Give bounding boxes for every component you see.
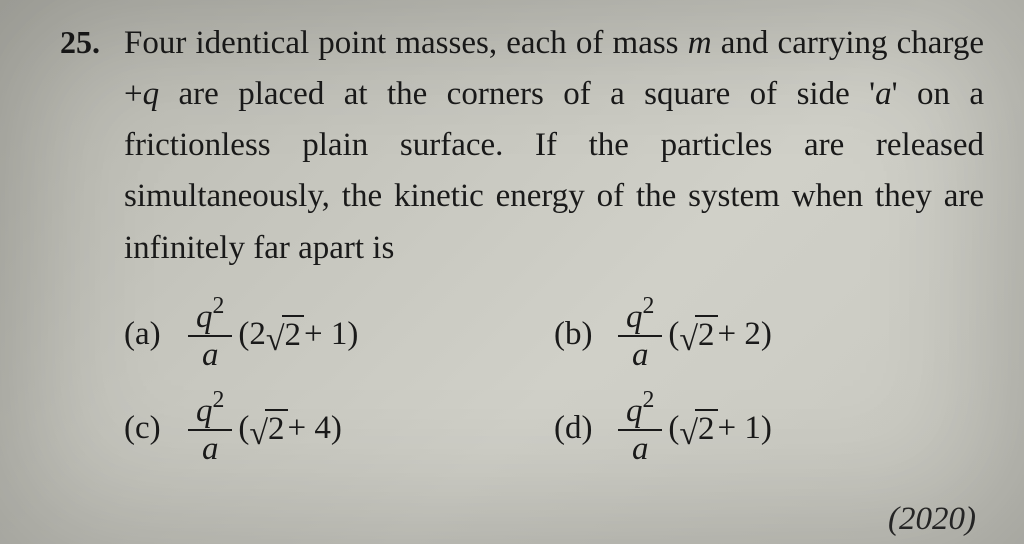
frac-num-base: q	[196, 393, 213, 429]
qtext-part3: are placed at the corners of a square of…	[159, 76, 875, 112]
radicand-d: 2	[695, 409, 718, 449]
frac-num-base: q	[626, 299, 643, 335]
question-block: 25. Four identical point masses, each of…	[60, 18, 984, 274]
frac-num-exp: 2	[213, 387, 225, 413]
open-paren: (	[238, 404, 249, 454]
option-a: (a) q2 a (2√2 + 1)	[124, 288, 554, 382]
question-text: Four identical point masses, each of mas…	[124, 18, 984, 274]
fraction-icon: q2 a	[618, 390, 662, 467]
frac-den: a	[618, 337, 662, 373]
sqrt-icon: √2	[249, 409, 287, 449]
radical-symbol: √	[679, 323, 698, 357]
qtext-part1: Four identical point masses, each of mas…	[124, 25, 688, 61]
sqrt-icon: √2	[266, 315, 304, 355]
option-a-label: (a)	[124, 310, 186, 360]
year-tag: (2020)	[888, 501, 976, 538]
fraction-icon: q2 a	[188, 390, 232, 467]
fraction-icon: q2 a	[188, 296, 232, 373]
open-paren: (	[668, 404, 679, 454]
option-b-label: (b)	[554, 310, 616, 360]
tail-c: + 4)	[288, 404, 342, 454]
open-paren: (	[668, 310, 679, 360]
frac-den: a	[618, 431, 662, 467]
frac-num-exp: 2	[643, 387, 655, 413]
open-paren: (	[238, 310, 249, 360]
radicand-b: 2	[695, 315, 718, 355]
tail-b: + 2)	[718, 310, 772, 360]
frac-den: a	[188, 337, 232, 373]
fraction-icon: q2 a	[618, 296, 662, 373]
frac-den: a	[188, 431, 232, 467]
radicand-c: 2	[265, 409, 288, 449]
sqrt-icon: √2	[679, 315, 717, 355]
option-d: (d) q2 a (√2 + 1)	[554, 382, 984, 476]
radical-symbol: √	[679, 417, 698, 451]
frac-num-base: q	[626, 393, 643, 429]
question-number: 25.	[60, 18, 124, 66]
var-a: a	[875, 76, 892, 112]
option-c: (c) q2 a (√2 + 4)	[124, 382, 554, 476]
var-m: m	[688, 25, 712, 61]
option-d-label: (d)	[554, 404, 616, 454]
radical-symbol: √	[266, 323, 285, 357]
radical-symbol: √	[249, 417, 268, 451]
frac-num-base: q	[196, 299, 213, 335]
page-container: 25. Four identical point masses, each of…	[0, 0, 1024, 486]
tail-a: + 1)	[304, 310, 358, 360]
option-c-label: (c)	[124, 404, 186, 454]
sqrt-icon: √2	[679, 409, 717, 449]
radicand-a: 2	[282, 315, 305, 355]
frac-num-exp: 2	[643, 293, 655, 319]
coef-a: 2	[249, 310, 266, 360]
option-b: (b) q2 a (√2 + 2)	[554, 288, 984, 382]
options-grid: (a) q2 a (2√2 + 1) (b) q2 a (√2 + 2) (c)…	[124, 288, 984, 476]
frac-num-exp: 2	[213, 293, 225, 319]
tail-d: + 1)	[718, 404, 772, 454]
var-q: q	[143, 76, 160, 112]
